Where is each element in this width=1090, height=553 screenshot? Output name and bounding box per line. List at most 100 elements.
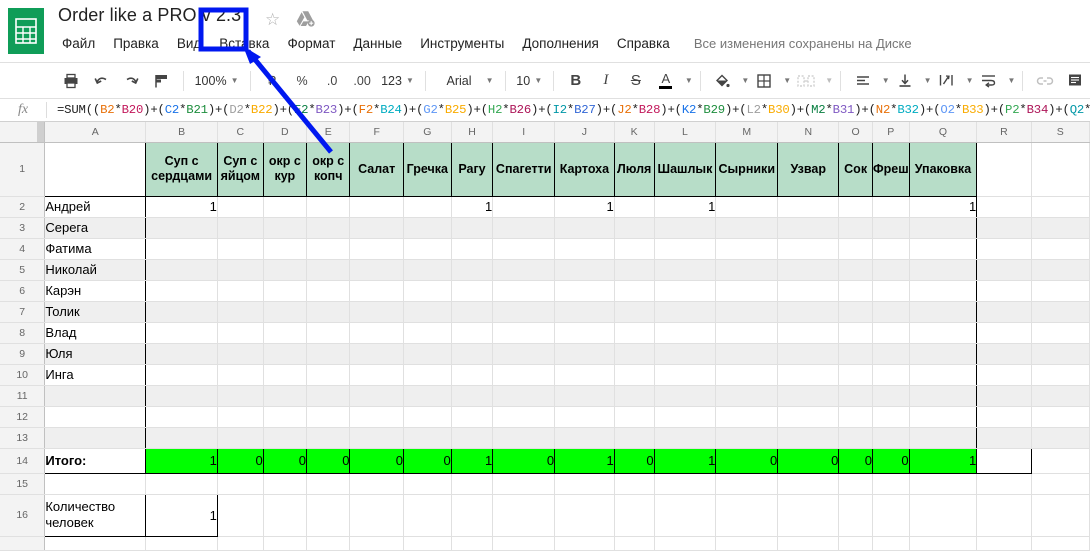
order-qty-cell[interactable]: [838, 301, 873, 323]
person-name-cell[interactable]: Толик: [44, 301, 147, 323]
order-qty-cell[interactable]: [909, 343, 978, 365]
order-qty-cell[interactable]: [838, 280, 873, 302]
order-qty-cell[interactable]: [654, 322, 717, 344]
cell-empty[interactable]: [554, 406, 615, 428]
vertical-align-icon[interactable]: [892, 68, 918, 94]
order-qty-cell[interactable]: [492, 217, 556, 239]
order-qty-cell[interactable]: [306, 238, 351, 260]
order-qty-cell[interactable]: [492, 259, 556, 281]
cell-empty[interactable]: [976, 238, 1032, 260]
cell-empty[interactable]: [1031, 301, 1090, 323]
cell-empty[interactable]: [715, 427, 779, 449]
column-header-j[interactable]: J: [554, 122, 615, 143]
cell-empty[interactable]: [44, 473, 147, 495]
cell-empty[interactable]: [872, 473, 910, 495]
order-qty-cell[interactable]: [715, 259, 779, 281]
cell-empty[interactable]: [306, 536, 351, 551]
cell-empty[interactable]: [492, 427, 556, 449]
totals-value-cell[interactable]: 1: [145, 447, 218, 474]
row-header-13[interactable]: 13: [0, 427, 46, 449]
order-qty-cell[interactable]: [492, 343, 556, 365]
cell-empty[interactable]: [976, 427, 1032, 449]
person-name-cell[interactable]: Андрей: [44, 196, 147, 218]
order-qty-cell[interactable]: [838, 238, 873, 260]
person-name-cell[interactable]: Карэн: [44, 280, 147, 302]
cell-empty[interactable]: [554, 473, 615, 495]
cell-empty[interactable]: [44, 385, 147, 407]
horizontal-align-icon[interactable]: [850, 68, 876, 94]
totals-value-cell[interactable]: 0: [777, 447, 840, 474]
person-name-cell[interactable]: Влад: [44, 322, 147, 344]
order-qty-cell[interactable]: [554, 217, 615, 239]
cell-empty[interactable]: [838, 385, 873, 407]
order-qty-cell[interactable]: [838, 196, 873, 218]
order-qty-cell[interactable]: [777, 343, 840, 365]
order-qty-cell[interactable]: [909, 280, 978, 302]
order-qty-cell[interactable]: [654, 343, 717, 365]
column-header-h[interactable]: H: [451, 122, 494, 143]
cell-empty[interactable]: [263, 427, 307, 449]
order-qty-cell[interactable]: [492, 301, 556, 323]
order-qty-cell[interactable]: [492, 322, 556, 344]
chevron-down-icon[interactable]: ▼: [684, 76, 693, 85]
more-formats-selector[interactable]: 123 ▼: [377, 69, 418, 93]
totals-value-cell[interactable]: 0: [614, 447, 655, 474]
order-qty-cell[interactable]: [715, 217, 779, 239]
order-qty-cell[interactable]: [306, 196, 351, 218]
order-qty-cell[interactable]: [715, 280, 779, 302]
cell-empty[interactable]: [777, 427, 840, 449]
order-qty-cell[interactable]: [909, 364, 978, 386]
cell-empty[interactable]: [349, 473, 404, 495]
cell-empty[interactable]: [872, 385, 910, 407]
cell-empty[interactable]: [1031, 427, 1090, 449]
cell-empty[interactable]: [1031, 196, 1090, 218]
people-count-value-cell[interactable]: 1: [145, 493, 218, 537]
cell-empty[interactable]: [777, 406, 840, 428]
cell-empty[interactable]: [614, 494, 655, 537]
order-qty-cell[interactable]: [306, 343, 351, 365]
row-header-2[interactable]: 2: [0, 196, 46, 218]
order-qty-cell[interactable]: [872, 343, 910, 365]
row-header-16[interactable]: 16: [0, 494, 46, 537]
order-qty-cell[interactable]: [492, 364, 556, 386]
cell-empty[interactable]: [263, 473, 307, 495]
chevron-down-icon[interactable]: ▼: [881, 76, 890, 85]
order-qty-cell[interactable]: [777, 217, 840, 239]
cell-empty[interactable]: [217, 473, 264, 495]
document-title[interactable]: Order like a PRO v 2.3: [58, 5, 242, 25]
totals-value-cell[interactable]: 0: [403, 447, 452, 474]
column-header-c[interactable]: C: [217, 122, 264, 143]
cell-empty[interactable]: [614, 473, 655, 495]
totals-value-cell[interactable]: 0: [349, 447, 404, 474]
cell-empty[interactable]: [909, 427, 978, 449]
menu-item-view[interactable]: Вид: [176, 36, 202, 51]
cell-empty[interactable]: [777, 385, 840, 407]
order-qty-cell[interactable]: [872, 238, 910, 260]
order-qty-cell[interactable]: [263, 322, 307, 344]
order-qty-cell[interactable]: [614, 196, 655, 218]
star-icon[interactable]: ☆: [265, 10, 281, 29]
order-qty-cell[interactable]: [838, 217, 873, 239]
order-qty-cell[interactable]: [872, 364, 910, 386]
cell-empty[interactable]: [872, 427, 910, 449]
cell-empty[interactable]: [1031, 385, 1090, 407]
cell-empty[interactable]: [1031, 343, 1090, 365]
cell-empty[interactable]: [349, 494, 404, 537]
cell-empty[interactable]: [451, 406, 494, 428]
menu-item-addons[interactable]: Дополнения: [522, 36, 599, 51]
cell-empty[interactable]: [838, 406, 873, 428]
chevron-down-icon[interactable]: ▼: [965, 76, 974, 85]
cell-empty[interactable]: [145, 406, 218, 428]
order-qty-cell[interactable]: [306, 322, 351, 344]
cell-empty[interactable]: [838, 536, 873, 551]
column-header-s[interactable]: S: [1031, 122, 1090, 143]
order-qty-cell[interactable]: [909, 322, 978, 344]
order-qty-cell[interactable]: [403, 280, 452, 302]
order-qty-cell[interactable]: [451, 343, 494, 365]
order-qty-cell[interactable]: [217, 301, 264, 323]
order-qty-cell[interactable]: [909, 259, 978, 281]
cell-empty[interactable]: [145, 427, 218, 449]
order-qty-cell[interactable]: [614, 364, 655, 386]
order-qty-cell[interactable]: 1: [554, 196, 615, 218]
dish-header-cell[interactable]: окр с копч: [306, 141, 351, 197]
